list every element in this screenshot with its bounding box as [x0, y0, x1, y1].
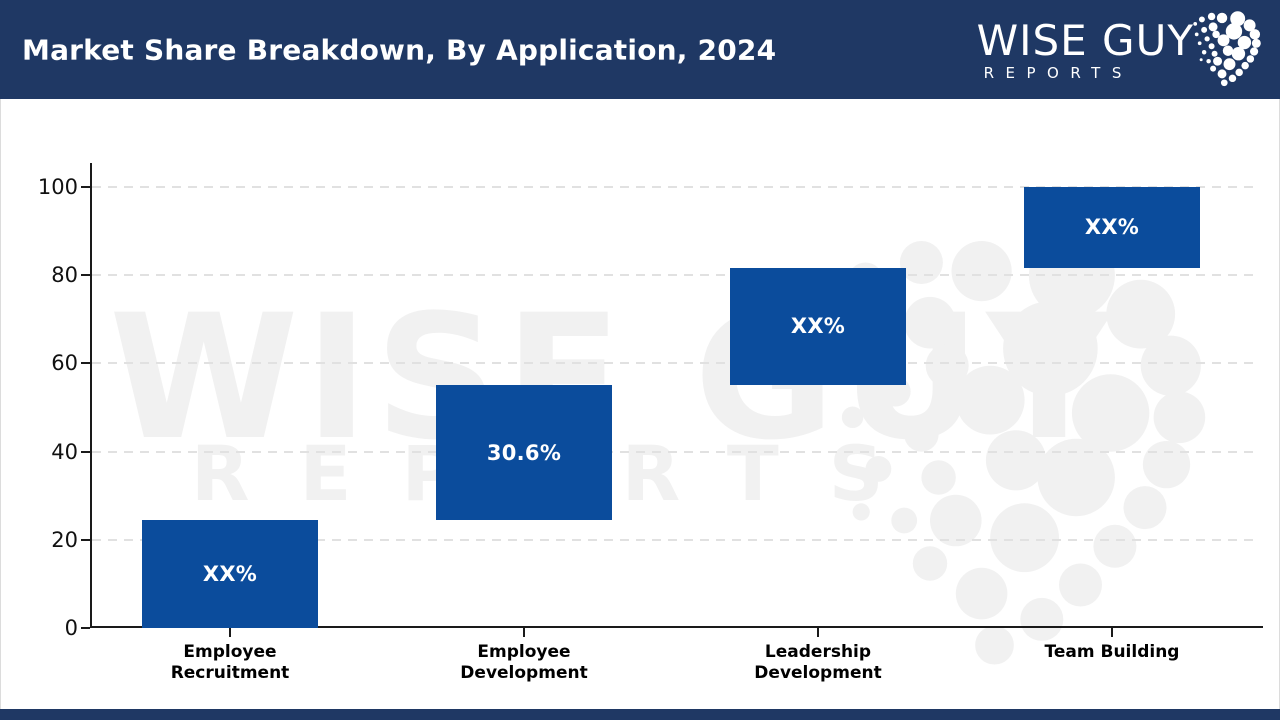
y-gridline	[92, 450, 1256, 453]
y-tick-label: 20	[51, 527, 78, 552]
page-title: Market Share Breakdown, By Application, …	[22, 33, 777, 66]
y-gridline	[92, 274, 1256, 277]
x-tick-mark	[817, 628, 819, 637]
logo-subtitle: REPORTS	[983, 64, 1133, 82]
y-tick-mark	[81, 186, 90, 188]
y-tick-label: 60	[51, 351, 78, 376]
plot-area: 0 20 40 60 80 100 XX% Employee Recruitment 30.6% E…	[38, 163, 1263, 683]
y-tick-mark	[81, 274, 90, 277]
x-category-label-line: Development	[460, 663, 588, 683]
bar-value-label: XX%	[790, 314, 846, 339]
x-tick-mark	[523, 628, 525, 637]
x-category-label: Employee Development	[377, 642, 671, 684]
x-category-label: Team Building	[965, 642, 1259, 663]
wiseguy-head-logo-icon	[1193, 11, 1261, 87]
x-category-label: Employee Recruitment	[83, 642, 377, 684]
y-gridline	[92, 362, 1256, 365]
bar: XX%	[142, 520, 318, 628]
x-axis-line	[90, 626, 1263, 628]
logo-text: WISE GUY REPORTS	[976, 16, 1194, 83]
y-axis-line	[90, 163, 92, 628]
y-gridline	[92, 186, 1256, 188]
bar: XX%	[1024, 187, 1200, 268]
bar-value-label: 30.6%	[486, 440, 562, 465]
y-tick-label: 40	[51, 439, 78, 464]
footer-bar	[0, 709, 1280, 720]
y-tick-mark	[81, 362, 90, 365]
y-tick-label: 80	[51, 263, 78, 288]
x-tick-mark	[229, 628, 231, 637]
x-category-label-line: Employee	[477, 642, 571, 662]
y-tick-label: 100	[37, 175, 78, 199]
x-category-label-line: Recruitment	[170, 663, 290, 683]
y-tick-mark	[81, 627, 90, 629]
x-category-label-line: Leadership	[764, 642, 872, 662]
x-tick-mark	[1111, 628, 1113, 637]
x-category-label-line: Team Building	[1044, 642, 1180, 662]
x-category-label: Leadership Development	[671, 642, 965, 684]
y-tick-label: 0	[64, 616, 78, 640]
x-category-label-line: Employee	[183, 642, 277, 662]
bar-value-label: XX%	[202, 562, 258, 587]
y-gridline	[92, 538, 1256, 541]
x-category-label-line: Development	[754, 663, 882, 683]
logo-wordmark: WISE GUY	[976, 16, 1194, 65]
y-tick-mark	[81, 450, 90, 453]
bar: 30.6%	[436, 385, 612, 520]
header-band: Market Share Breakdown, By Application, …	[0, 0, 1280, 99]
bar-value-label: XX%	[1084, 215, 1140, 240]
chart-canvas: WISE GUY REPORTS 020406080100XX%Employee…	[0, 99, 1280, 709]
wiseguy-logo: WISE GUY REPORTS	[977, 6, 1266, 94]
bar: XX%	[730, 268, 906, 385]
y-tick-mark	[81, 538, 90, 541]
